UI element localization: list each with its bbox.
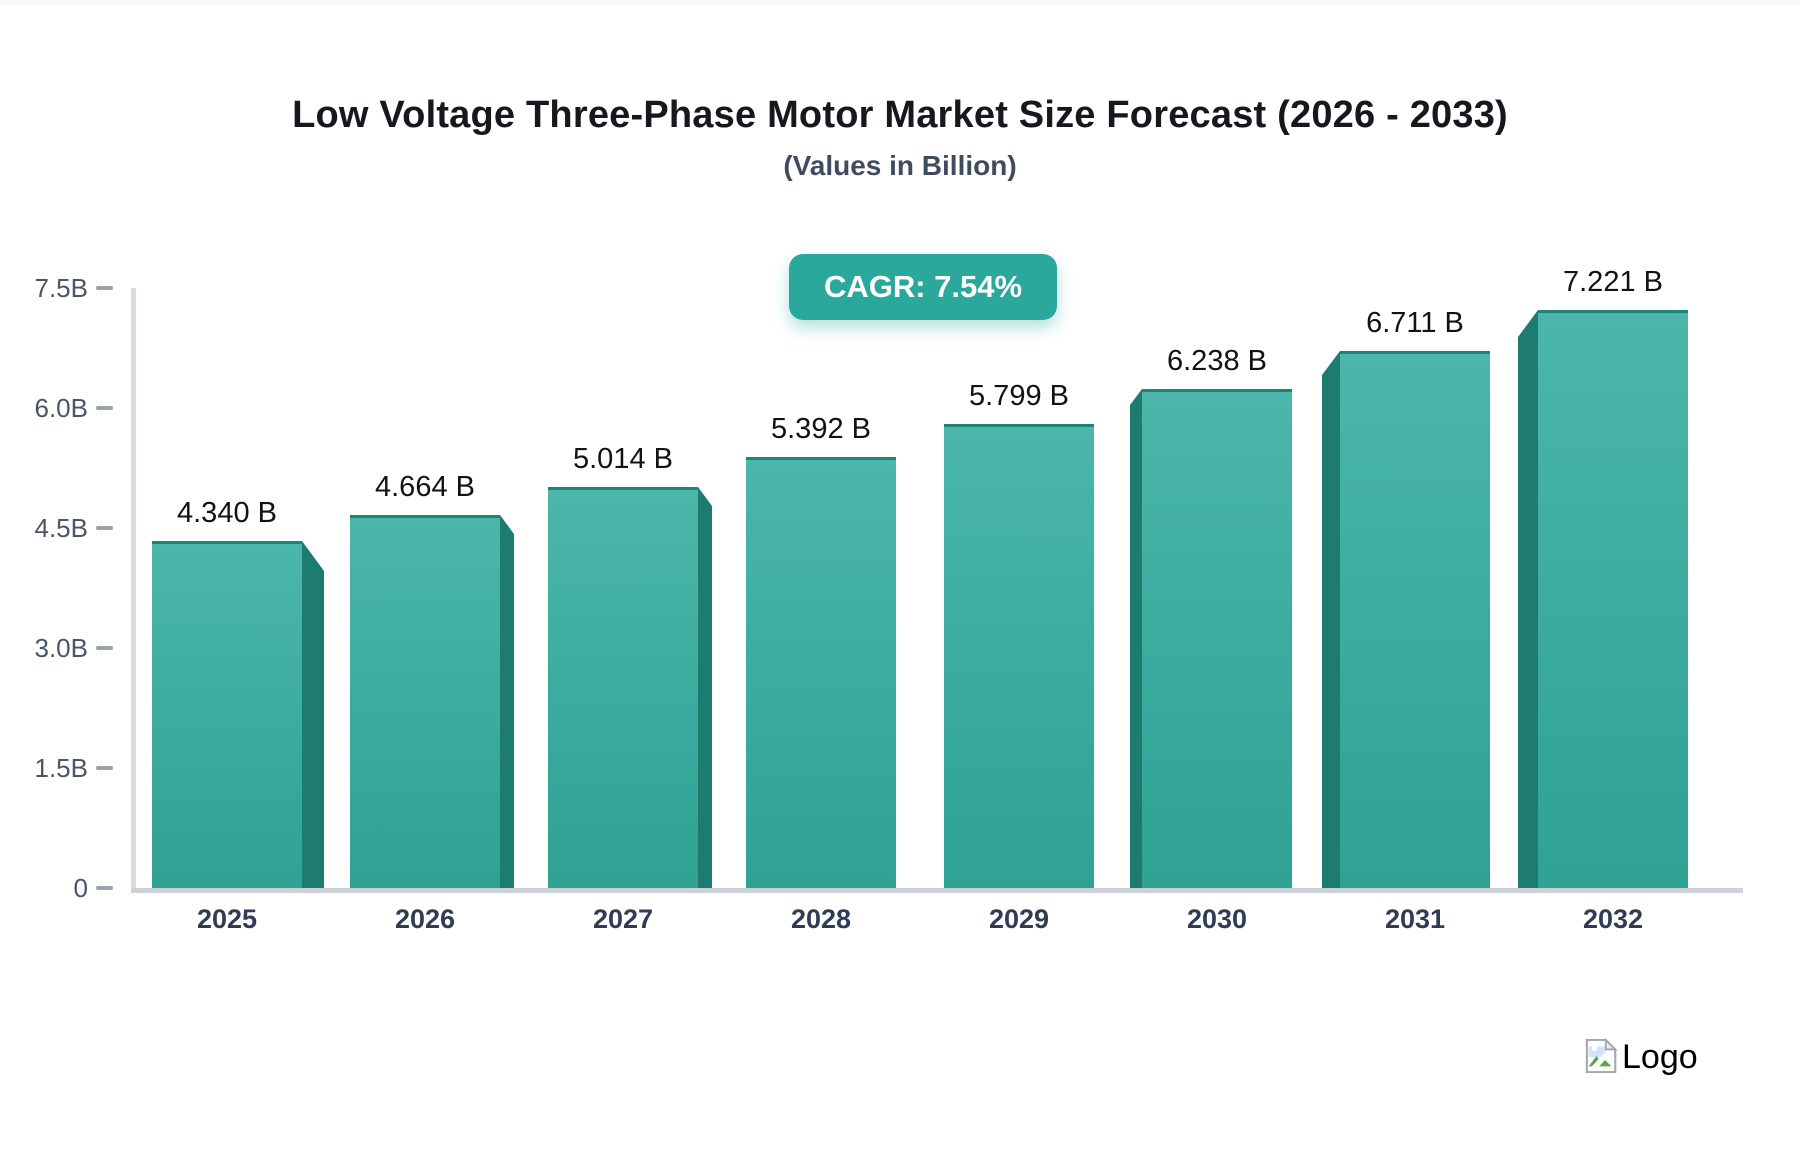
y-tick-label: 0 xyxy=(73,873,88,903)
logo-placeholder: Logo xyxy=(1583,1037,1698,1077)
y-tick-label: 1.5B xyxy=(34,753,89,783)
bar-side-2026 xyxy=(500,515,514,888)
y-tick-dash xyxy=(96,526,113,530)
x-axis-baseline xyxy=(131,888,1743,893)
logo-alt-text: Logo xyxy=(1622,1038,1698,1076)
bar-2032 xyxy=(1538,310,1688,888)
page-title: Low Voltage Three-Phase Motor Market Siz… xyxy=(292,94,1508,136)
bar-value-label-2032: 7.221 B xyxy=(1563,266,1663,298)
bar-side-2031 xyxy=(1322,351,1340,888)
bar-value-label-2025: 4.340 B xyxy=(177,497,277,529)
y-tick-dash xyxy=(96,886,113,890)
cagr-badge: CAGR: 7.54% xyxy=(789,254,1057,320)
bar-value-label-2027: 5.014 B xyxy=(573,443,673,475)
bar-value-label-2028: 5.392 B xyxy=(771,413,871,445)
y-tick-dash xyxy=(96,646,113,650)
x-tick-label-2030: 2030 xyxy=(1186,904,1248,934)
bar-2027 xyxy=(548,487,698,888)
y-tick-label: 3.0B xyxy=(34,633,89,663)
bar-value-label-2030: 6.238 B xyxy=(1167,345,1267,377)
y-tick-label: 4.5B xyxy=(34,513,89,543)
bar-value-label-2031: 6.711 B xyxy=(1366,307,1464,339)
bar-2025 xyxy=(152,541,302,888)
top-border-strip xyxy=(0,0,1800,5)
y-tick-label: 7.5B xyxy=(34,273,89,303)
x-tick-label-2025: 2025 xyxy=(196,904,258,934)
bar-side-2032 xyxy=(1518,310,1538,888)
x-tick-label-2032: 2032 xyxy=(1582,904,1644,934)
x-tick-label-2031: 2031 xyxy=(1384,904,1446,934)
bar-2029 xyxy=(944,424,1094,888)
y-tick-label: 6.0B xyxy=(34,393,89,423)
x-tick-label-2027: 2027 xyxy=(592,904,654,934)
bar-side-2027 xyxy=(698,487,712,888)
bar-2031 xyxy=(1340,351,1490,888)
bar-side-2030 xyxy=(1130,389,1142,888)
x-tick-label-2029: 2029 xyxy=(988,904,1050,934)
y-tick-dash xyxy=(96,406,113,410)
page-subtitle: (Values in Billion) xyxy=(783,150,1017,181)
y-tick-dash xyxy=(96,766,113,770)
cagr-badge-label: CAGR: 7.54% xyxy=(823,269,1023,304)
y-axis-line xyxy=(131,288,136,891)
x-tick-label-2026: 2026 xyxy=(394,904,456,934)
x-tick-label-2028: 2028 xyxy=(790,904,852,934)
bar-value-label-2026: 4.664 B xyxy=(375,471,475,503)
y-tick-dash xyxy=(96,286,113,290)
bar-2026 xyxy=(350,515,500,888)
bar-2030 xyxy=(1142,389,1292,888)
broken-image-icon xyxy=(1583,1037,1621,1077)
bar-value-label-2029: 5.799 B xyxy=(969,380,1069,412)
bar-side-2025 xyxy=(302,541,324,888)
bar-2028 xyxy=(746,457,896,888)
